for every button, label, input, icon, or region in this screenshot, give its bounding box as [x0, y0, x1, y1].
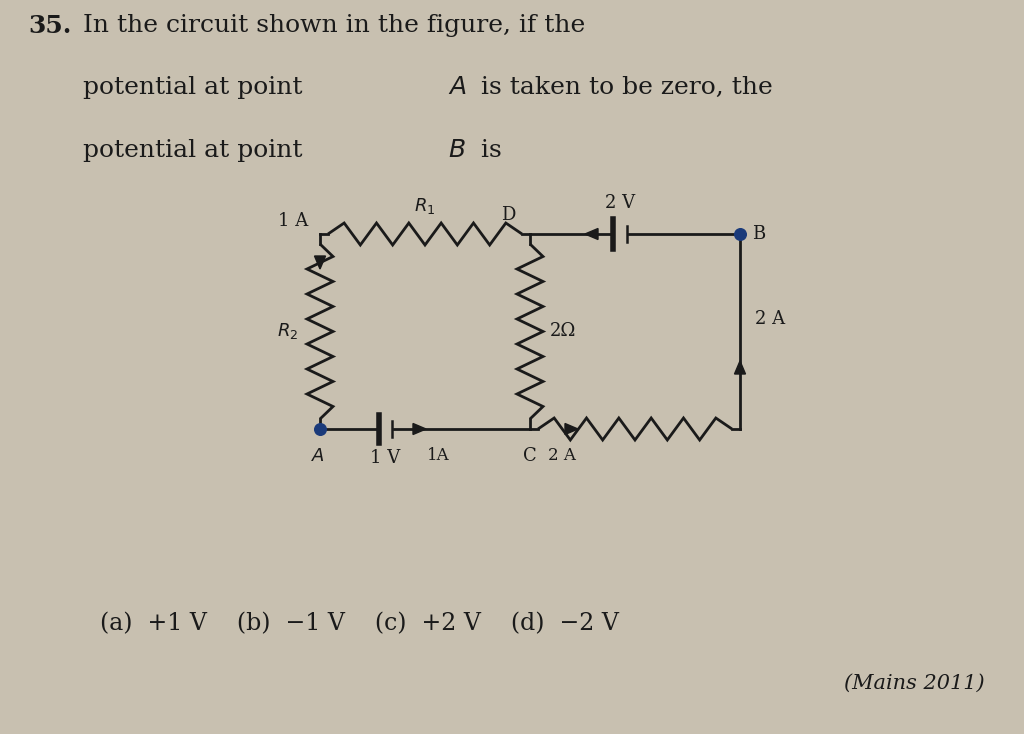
Point: [311, 423, 328, 435]
Text: $B$: $B$: [449, 139, 466, 162]
Text: 1 A: 1 A: [278, 212, 308, 230]
Text: $R_1$: $R_1$: [415, 196, 435, 216]
Text: 1 V: 1 V: [370, 449, 400, 467]
Text: (a)  +1 V    (b)  −1 V    (c)  +2 V    (d)  −2 V: (a) +1 V (b) −1 V (c) +2 V (d) −2 V: [100, 612, 618, 635]
Polygon shape: [314, 256, 326, 269]
Text: B: B: [752, 225, 765, 243]
Text: 2Ω: 2Ω: [550, 322, 577, 341]
Text: is taken to be zero, the: is taken to be zero, the: [473, 76, 773, 99]
Text: $A$: $A$: [311, 447, 325, 465]
Text: 2 A: 2 A: [755, 310, 785, 329]
Text: 1A: 1A: [427, 447, 450, 464]
Text: (Mains 2011): (Mains 2011): [845, 674, 985, 693]
Text: is: is: [473, 139, 502, 162]
Text: potential at point: potential at point: [83, 139, 310, 162]
Text: $R_2$: $R_2$: [276, 321, 298, 341]
Text: $A$: $A$: [449, 76, 467, 99]
Text: 2 V: 2 V: [605, 194, 635, 212]
Polygon shape: [734, 361, 745, 374]
Text: potential at point: potential at point: [83, 76, 310, 99]
Text: D: D: [501, 206, 515, 224]
Text: In the circuit shown in the figure, if the: In the circuit shown in the figure, if t…: [83, 14, 586, 37]
Polygon shape: [565, 424, 578, 435]
Text: 2 A: 2 A: [548, 447, 575, 464]
Text: 35.: 35.: [28, 14, 72, 38]
Polygon shape: [413, 424, 426, 435]
Point: [732, 228, 749, 240]
Polygon shape: [585, 228, 598, 239]
Text: C: C: [523, 447, 537, 465]
